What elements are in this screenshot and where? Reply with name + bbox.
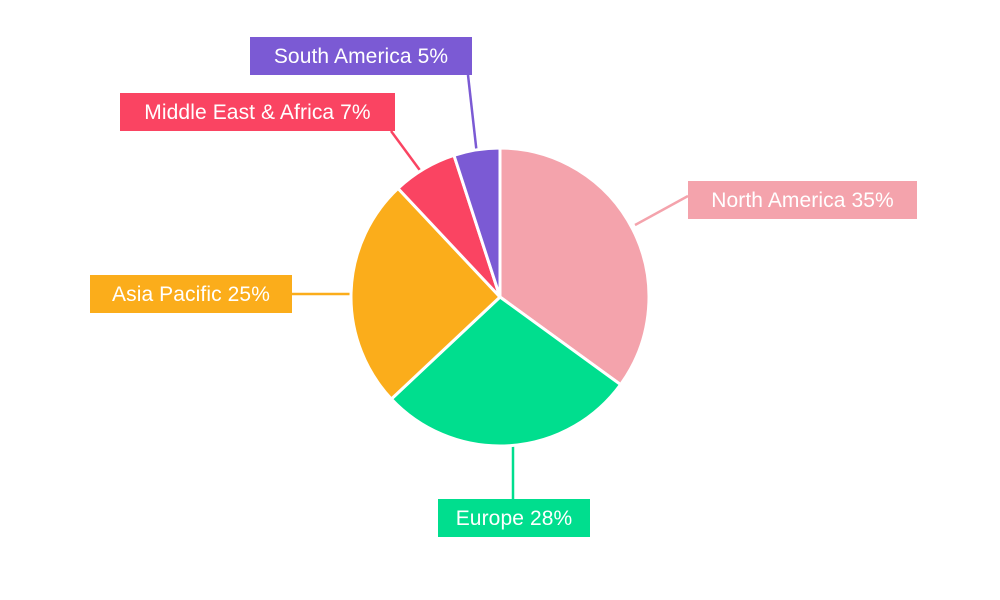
slice-label-text: North America 35% [711, 188, 894, 212]
slice-label-text: Asia Pacific 25% [111, 282, 270, 306]
slice-label-text: South America 5% [273, 44, 449, 68]
slice-label-north-america[interactable]: North America 35% [688, 181, 917, 219]
slice-label-europe[interactable]: Europe 28% [438, 499, 590, 537]
slice-label-asia-pacific[interactable]: Asia Pacific 25% [90, 275, 292, 313]
slice-label-text: Europe 28% [455, 506, 573, 530]
slice-label-middle-east-africa[interactable]: Middle East & Africa 7% [120, 93, 395, 131]
slice-label-south-america[interactable]: South America 5% [250, 37, 472, 75]
leader-line-south-america [466, 74, 479, 156]
pie-slice-europe[interactable] [389, 295, 623, 448]
slice-label-text: Middle East & Africa 7% [144, 100, 371, 124]
pie-slices-group [349, 146, 651, 448]
pie-slice-asia-pacific[interactable] [349, 186, 502, 401]
leader-line-north-america [634, 194, 689, 227]
pie-slice-south-america[interactable] [452, 146, 502, 299]
pie-slice-north-america[interactable] [498, 146, 651, 387]
